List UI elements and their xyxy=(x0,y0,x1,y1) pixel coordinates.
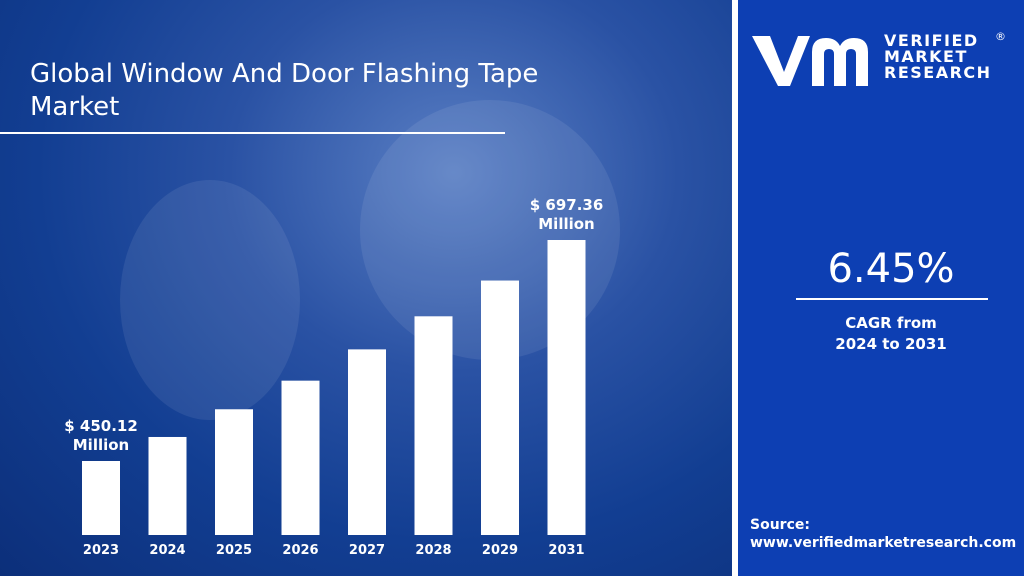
cagr-label-line1: CAGR from xyxy=(845,314,937,332)
cagr-label-line2: 2024 to 2031 xyxy=(835,335,947,353)
bar-2028 xyxy=(414,316,453,535)
data-label-unit: Million xyxy=(538,215,594,233)
x-tick-label: 2027 xyxy=(349,543,385,558)
x-tick-label: 2025 xyxy=(216,543,252,558)
cagr-divider xyxy=(796,298,988,300)
chart-title: Global Window And Door Flashing Tape Mar… xyxy=(30,58,670,124)
source-url[interactable]: www.verifiedmarketresearch.com xyxy=(750,535,1017,551)
cagr-label: CAGR from 2024 to 2031 xyxy=(796,313,986,355)
bar-2023 xyxy=(82,461,120,535)
bar-2025 xyxy=(215,409,253,535)
brand-line2: MARKET xyxy=(884,47,968,66)
panel-divider xyxy=(732,0,738,576)
chart-title-line2: Market xyxy=(30,92,120,122)
background-glow xyxy=(120,180,300,420)
x-tick-label: 2023 xyxy=(83,543,119,558)
vmr-logo-icon xyxy=(752,36,868,86)
bar-2031 xyxy=(547,240,586,535)
x-tick-label: 2026 xyxy=(282,543,318,558)
registered-mark: ® xyxy=(995,30,1006,43)
x-tick-label: 2029 xyxy=(482,543,518,558)
bar-2027 xyxy=(348,349,386,535)
info-panel xyxy=(738,0,1024,576)
cagr-value: 6.45% xyxy=(827,246,955,292)
bar-2026 xyxy=(281,380,320,535)
x-tick-label: 2028 xyxy=(415,543,451,558)
data-label-value: $ 697.36 xyxy=(530,196,604,214)
title-underline xyxy=(0,132,505,134)
brand-line3: RESEARCH xyxy=(884,63,992,82)
bar-2024 xyxy=(148,436,187,535)
data-label-unit: Million xyxy=(73,436,129,454)
brand-line1: VERIFIED xyxy=(884,31,979,50)
source-note: Source: www.verifiedmarketresearch.com xyxy=(750,516,1016,552)
bar-2029 xyxy=(481,280,519,535)
brand-name: VERIFIED MARKET RESEARCH xyxy=(884,33,992,81)
x-tick-label: 2031 xyxy=(548,543,584,558)
chart-title-line1: Global Window And Door Flashing Tape xyxy=(30,59,539,89)
data-label-value: $ 450.12 xyxy=(64,417,138,435)
source-label: Source: xyxy=(750,517,810,533)
x-tick-label: 2024 xyxy=(149,543,185,558)
